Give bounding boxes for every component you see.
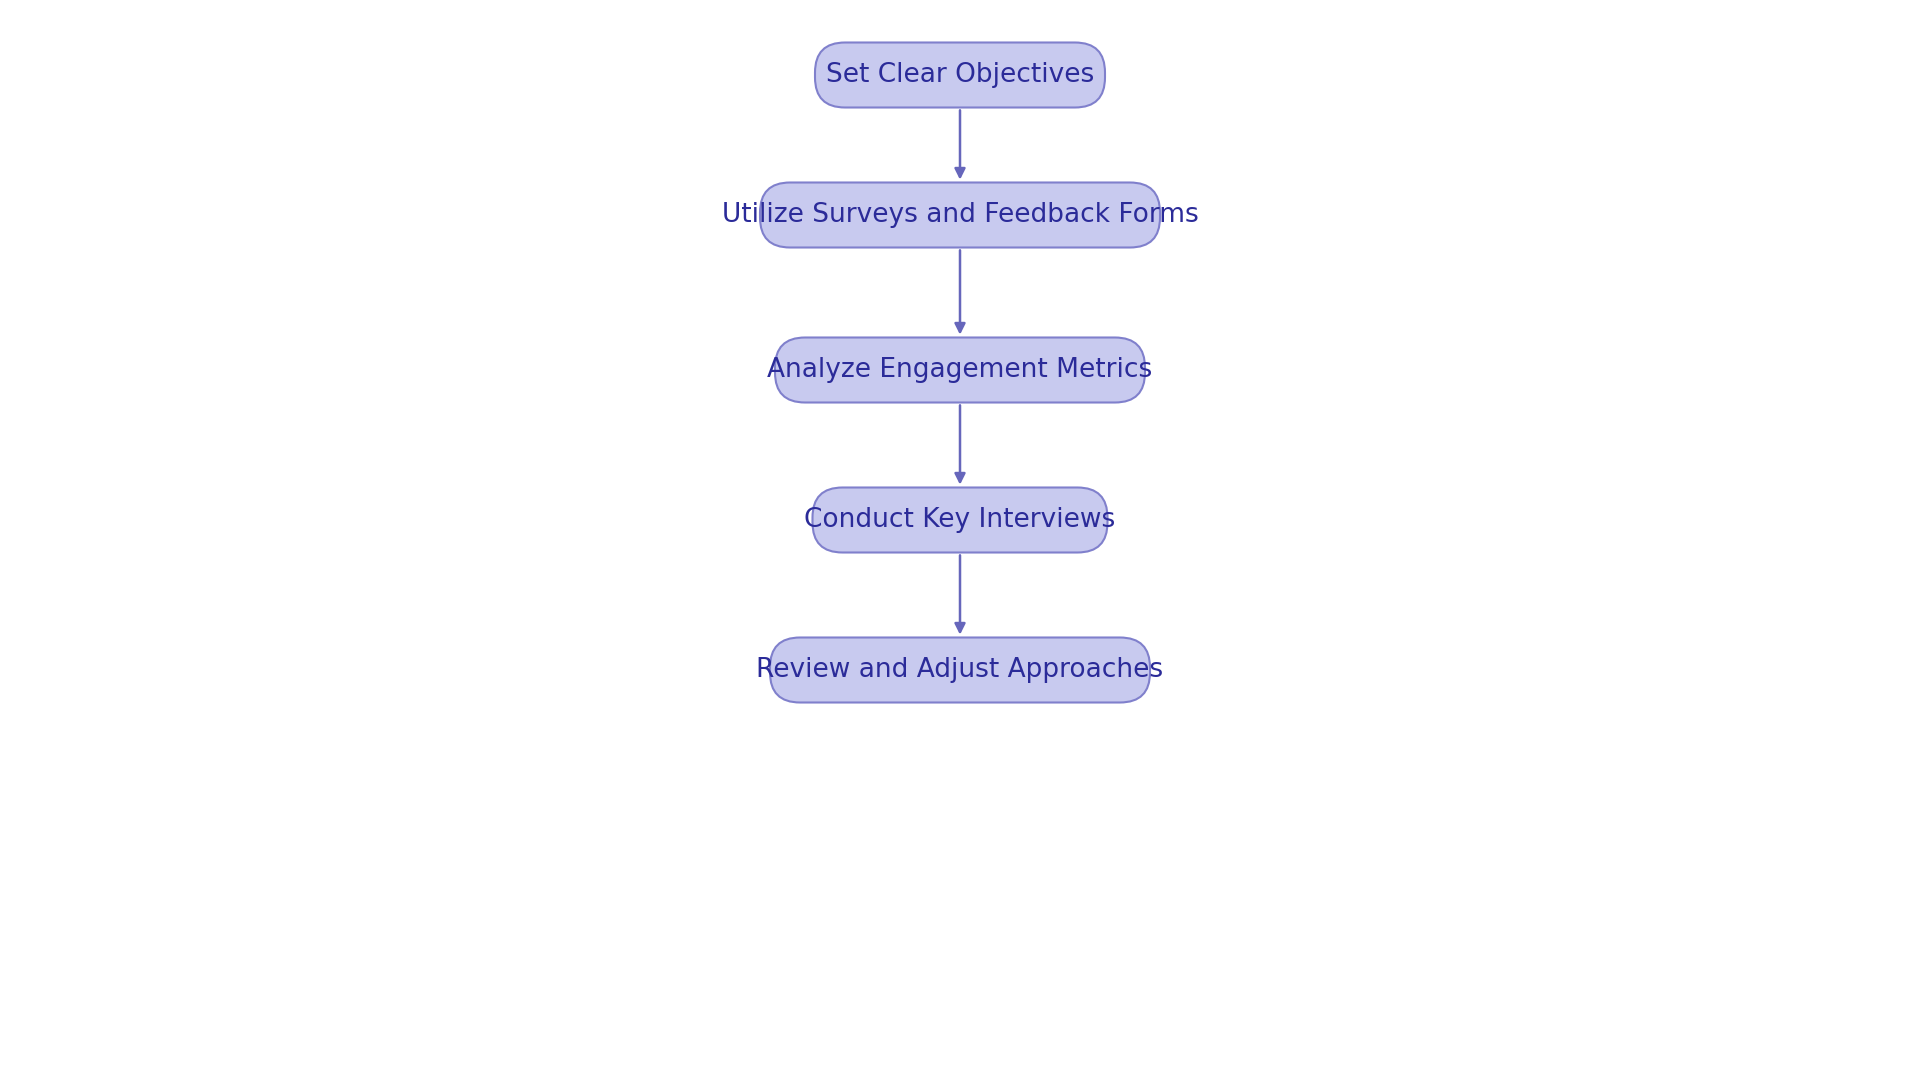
Text: Utilize Surveys and Feedback Forms: Utilize Surveys and Feedback Forms [722, 203, 1198, 229]
FancyBboxPatch shape [812, 487, 1108, 552]
Text: Review and Adjust Approaches: Review and Adjust Approaches [756, 657, 1164, 683]
FancyBboxPatch shape [776, 338, 1144, 403]
Text: Analyze Engagement Metrics: Analyze Engagement Metrics [768, 357, 1152, 383]
Text: Conduct Key Interviews: Conduct Key Interviews [804, 507, 1116, 533]
FancyBboxPatch shape [760, 183, 1160, 248]
FancyBboxPatch shape [814, 42, 1106, 107]
FancyBboxPatch shape [770, 638, 1150, 703]
Text: Set Clear Objectives: Set Clear Objectives [826, 62, 1094, 88]
